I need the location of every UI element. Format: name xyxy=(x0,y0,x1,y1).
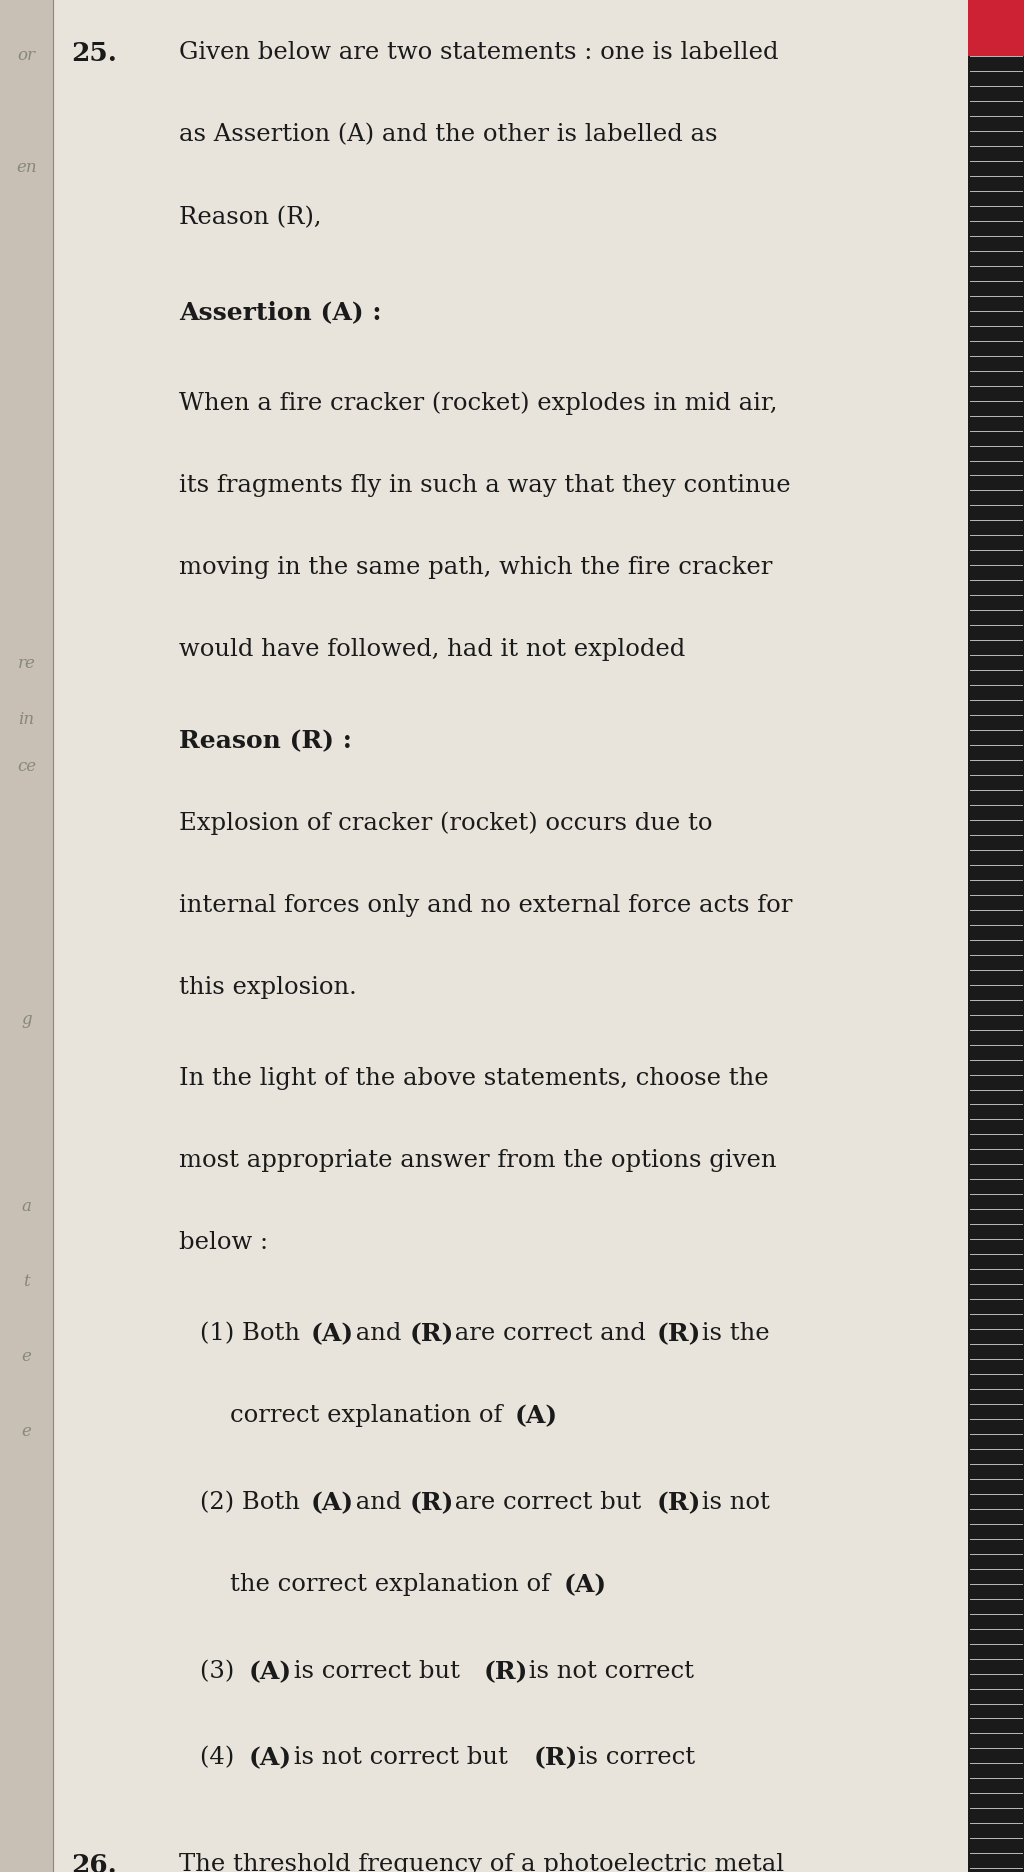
Text: correct explanation of: correct explanation of xyxy=(230,1404,511,1426)
Text: is not correct but: is not correct but xyxy=(286,1747,516,1769)
Text: When a fire cracker (rocket) explodes in mid air,: When a fire cracker (rocket) explodes in… xyxy=(179,391,777,416)
Text: (A): (A) xyxy=(311,1490,354,1514)
Text: The threshold frequency of a photoelectric metal: The threshold frequency of a photoelectr… xyxy=(179,1853,784,1872)
Text: internal forces only and no external force acts for: internal forces only and no external for… xyxy=(179,893,793,917)
Text: Reason (R),: Reason (R), xyxy=(179,206,322,228)
Bar xyxy=(968,0,1024,56)
Text: (A): (A) xyxy=(249,1660,292,1683)
Text: moving in the same path, which the fire cracker: moving in the same path, which the fire … xyxy=(179,556,772,578)
Text: (R): (R) xyxy=(484,1660,528,1683)
Text: (R): (R) xyxy=(410,1322,455,1346)
Text: Explosion of cracker (rocket) occurs due to: Explosion of cracker (rocket) occurs due… xyxy=(179,811,713,835)
Text: (A): (A) xyxy=(515,1404,558,1428)
Text: most appropriate answer from the options given: most appropriate answer from the options… xyxy=(179,1149,776,1172)
Text: ce: ce xyxy=(17,758,36,775)
Text: is correct: is correct xyxy=(570,1747,695,1769)
Text: (R): (R) xyxy=(657,1490,701,1514)
Bar xyxy=(0,0,53,1872)
Text: and: and xyxy=(348,1322,410,1344)
Text: this explosion.: this explosion. xyxy=(179,975,357,1000)
Text: (A): (A) xyxy=(564,1572,607,1597)
Text: Given below are two statements : one is labelled: Given below are two statements : one is … xyxy=(179,41,778,64)
Text: en: en xyxy=(16,159,37,176)
Text: a: a xyxy=(22,1198,32,1215)
Text: is the: is the xyxy=(694,1322,770,1344)
Text: (4): (4) xyxy=(200,1747,242,1769)
Text: (A): (A) xyxy=(311,1322,354,1346)
Text: e: e xyxy=(22,1423,32,1440)
Text: (2) Both: (2) Both xyxy=(200,1490,307,1514)
Text: re: re xyxy=(17,655,36,672)
Text: (3): (3) xyxy=(200,1660,242,1683)
Text: Assertion (A) :: Assertion (A) : xyxy=(179,301,382,324)
Text: and: and xyxy=(348,1490,410,1514)
Text: are correct and: are correct and xyxy=(446,1322,653,1344)
Text: (R): (R) xyxy=(410,1490,455,1514)
Text: (R): (R) xyxy=(534,1747,578,1771)
Text: is not correct: is not correct xyxy=(521,1660,694,1683)
Text: the correct explanation of: the correct explanation of xyxy=(230,1572,558,1597)
Text: 26.: 26. xyxy=(72,1853,118,1872)
Text: (1) Both: (1) Both xyxy=(200,1322,307,1344)
Text: (A): (A) xyxy=(249,1747,292,1771)
Text: In the light of the above statements, choose the: In the light of the above statements, ch… xyxy=(179,1067,769,1090)
Text: t: t xyxy=(24,1273,30,1290)
Text: is not: is not xyxy=(694,1490,770,1514)
Text: or: or xyxy=(17,47,36,64)
Bar xyxy=(968,0,1024,1872)
Text: would have followed, had it not exploded: would have followed, had it not exploded xyxy=(179,638,685,661)
Text: are correct but: are correct but xyxy=(446,1490,649,1514)
Text: e: e xyxy=(22,1348,32,1365)
Text: below :: below : xyxy=(179,1232,268,1254)
Text: (R): (R) xyxy=(657,1322,701,1346)
Text: Reason (R) :: Reason (R) : xyxy=(179,728,352,753)
Text: 25.: 25. xyxy=(72,41,118,66)
Text: its fragments fly in such a way that they continue: its fragments fly in such a way that the… xyxy=(179,474,791,496)
Text: as Assertion (A) and the other is labelled as: as Assertion (A) and the other is labell… xyxy=(179,124,718,146)
Text: in: in xyxy=(18,711,35,728)
Text: g: g xyxy=(22,1011,32,1028)
Text: is correct but: is correct but xyxy=(286,1660,468,1683)
